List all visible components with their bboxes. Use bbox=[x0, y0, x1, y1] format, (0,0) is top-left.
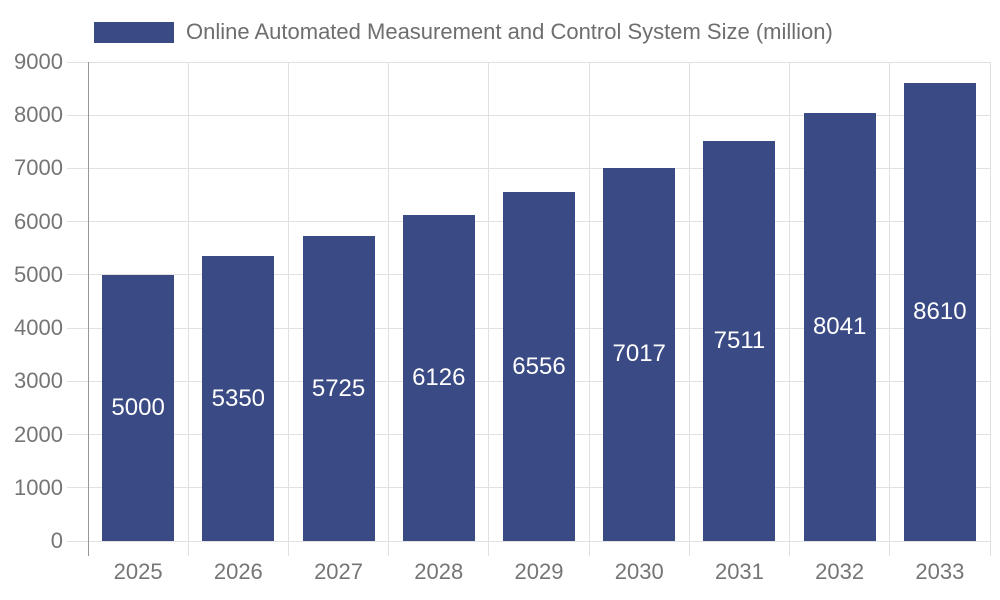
y-tick-label: 8000 bbox=[14, 102, 63, 128]
gridline-v bbox=[889, 62, 891, 541]
bar[interactable]: 8041 bbox=[803, 113, 876, 541]
x-tick-label: 2029 bbox=[514, 559, 564, 584]
gridline-v bbox=[989, 62, 991, 541]
gridline-v bbox=[187, 62, 189, 541]
gridline-v bbox=[388, 62, 390, 541]
gridline-v bbox=[789, 62, 791, 541]
x-axis-tick bbox=[187, 541, 189, 556]
y-tick-label: 9000 bbox=[14, 49, 63, 74]
x-axis-tick bbox=[488, 541, 490, 556]
x-axis-tick bbox=[588, 541, 590, 556]
bar[interactable]: 5725 bbox=[302, 236, 375, 541]
y-tick-label: 6000 bbox=[14, 208, 63, 234]
x-axis-tick bbox=[388, 541, 390, 556]
bar-value-label: 7511 bbox=[713, 327, 766, 355]
bar[interactable]: 5350 bbox=[202, 256, 275, 541]
y-tick-label: 7000 bbox=[14, 155, 63, 181]
x-tick-label: 2032 bbox=[815, 559, 865, 584]
bar[interactable]: 6556 bbox=[503, 192, 575, 541]
x-tick-label: 2027 bbox=[314, 559, 364, 584]
x-tick-label: 2026 bbox=[213, 559, 263, 584]
bar-value-label: 5000 bbox=[111, 393, 165, 421]
bar[interactable]: 8610 bbox=[903, 82, 976, 541]
bar-value-label: 5725 bbox=[311, 374, 366, 402]
bar[interactable]: 7511 bbox=[703, 141, 776, 541]
y-tick-label: 0 bbox=[50, 528, 63, 553]
legend-label: Online Automated Measurement and Control… bbox=[186, 19, 833, 44]
gridline-v bbox=[588, 62, 590, 541]
x-tick-label: 2030 bbox=[614, 559, 664, 584]
gridline-h bbox=[67, 61, 990, 63]
x-axis-tick bbox=[989, 541, 991, 556]
y-tick-label: 3000 bbox=[14, 368, 63, 394]
legend-item[interactable]: Online Automated Measurement and Control… bbox=[94, 18, 833, 46]
x-axis-tick bbox=[688, 541, 690, 556]
bar-value-label: 7017 bbox=[612, 340, 666, 368]
y-axis-line bbox=[87, 62, 89, 556]
x-tick-label: 2025 bbox=[113, 559, 163, 584]
gridline-v bbox=[688, 62, 690, 541]
x-tick-label: 2028 bbox=[414, 559, 464, 584]
bar-value-label: 6126 bbox=[412, 363, 466, 391]
x-axis-tick bbox=[889, 541, 891, 556]
gridline-v bbox=[287, 62, 289, 541]
x-tick-label: 2033 bbox=[915, 559, 965, 584]
bar[interactable]: 7017 bbox=[603, 167, 676, 541]
y-tick-label: 5000 bbox=[14, 261, 63, 287]
x-axis-tick bbox=[789, 541, 791, 556]
bar-value-label: 8041 bbox=[812, 313, 867, 340]
y-tick-label: 4000 bbox=[14, 315, 63, 341]
bar-value-label: 8610 bbox=[913, 297, 967, 325]
bar-value-label: 5350 bbox=[211, 384, 266, 412]
bar-value-label: 6556 bbox=[512, 352, 566, 380]
x-axis-tick bbox=[287, 541, 289, 556]
y-tick-label: 2000 bbox=[14, 421, 63, 447]
x-tick-label: 2031 bbox=[714, 559, 764, 584]
legend-swatch-icon bbox=[94, 21, 174, 43]
y-tick-label: 1000 bbox=[14, 474, 63, 500]
bar[interactable]: 6126 bbox=[402, 214, 475, 541]
gridline-v bbox=[488, 62, 490, 541]
bar[interactable]: 5000 bbox=[102, 274, 175, 541]
